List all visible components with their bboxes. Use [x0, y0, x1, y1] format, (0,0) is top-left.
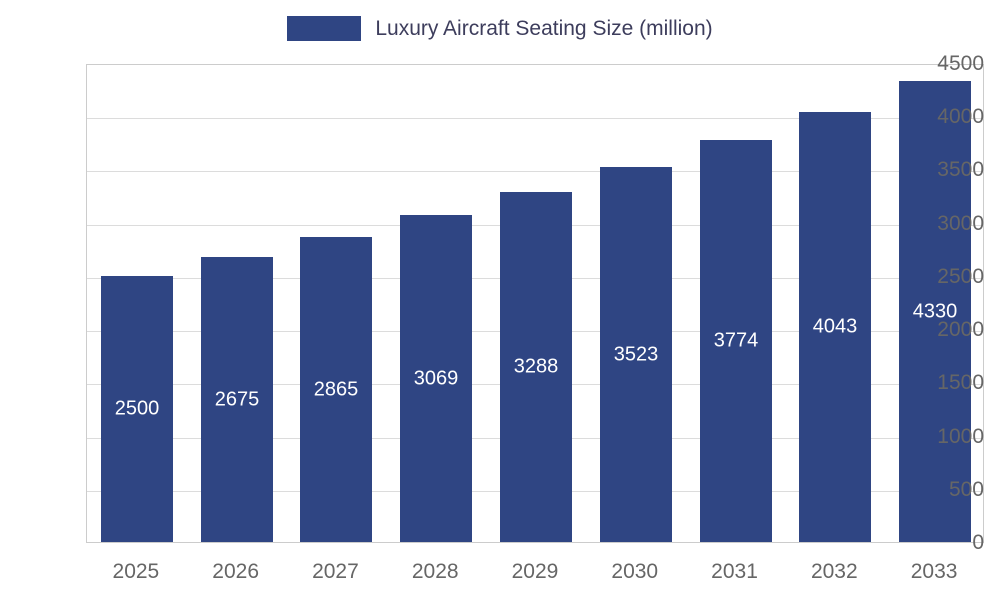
bar-value-label: 2675	[214, 388, 260, 410]
y-tick-label: 1000	[937, 424, 984, 448]
bar-2027: 2865	[300, 237, 372, 542]
y-tick-label: 4500	[937, 52, 984, 75]
bar-2029: 3288	[500, 192, 572, 542]
x-tick-label: 2033	[910, 560, 958, 583]
bar-2030: 3523	[600, 167, 672, 542]
bar-value-label: 3288	[513, 355, 559, 378]
bar-value-label: 2865	[313, 378, 359, 400]
y-tick-label: 1500	[937, 371, 984, 395]
x-tick-label: 2026	[212, 560, 259, 583]
x-tick-label: 2028	[411, 560, 459, 583]
y-tick-label: 3000	[937, 211, 984, 235]
y-tick-label: 500	[948, 477, 984, 501]
bar-value-label: 2500	[114, 397, 160, 420]
y-tick-label: 2500	[937, 264, 984, 288]
y-tick-label: 2000	[937, 318, 984, 342]
bar-value-label: 4330	[912, 300, 958, 322]
legend-series-label[interactable]: Luxury Aircraft Seating Size (million)	[375, 16, 713, 40]
y-tick-label: 4000	[937, 105, 984, 129]
x-tick-label: 2029	[511, 560, 559, 583]
chart-legend: Luxury Aircraft Seating Size (million)	[0, 16, 1000, 41]
bar-2026: 2675	[201, 257, 273, 542]
bar-2033: 4330	[899, 81, 971, 542]
bar-2032: 4043	[799, 112, 871, 542]
bar-value-label: 4043	[812, 315, 858, 338]
bar-value-label: 3774	[713, 329, 759, 352]
plot-area: 2500 2675 2865 3069 3288 3523 3774 4043 4330	[86, 64, 984, 543]
bar-value-label: 3523	[613, 343, 659, 365]
x-tick-label: 2027	[312, 560, 359, 583]
x-tick-label: 2031	[711, 560, 758, 583]
x-tick-label: 2032	[810, 560, 858, 583]
bar-value-label: 3069	[413, 367, 459, 389]
gridline	[87, 171, 983, 173]
x-tick-label: 2025	[112, 560, 160, 583]
y-tick-label: 3500	[937, 158, 984, 182]
bar-2031: 3774	[700, 140, 772, 542]
bar-2025: 2500	[101, 276, 173, 542]
x-tick-label: 2030	[611, 560, 659, 583]
y-tick-label: 0	[972, 531, 984, 554]
gridline	[87, 118, 983, 120]
legend-swatch[interactable]	[287, 16, 362, 41]
bar-2028: 3069	[400, 215, 472, 542]
